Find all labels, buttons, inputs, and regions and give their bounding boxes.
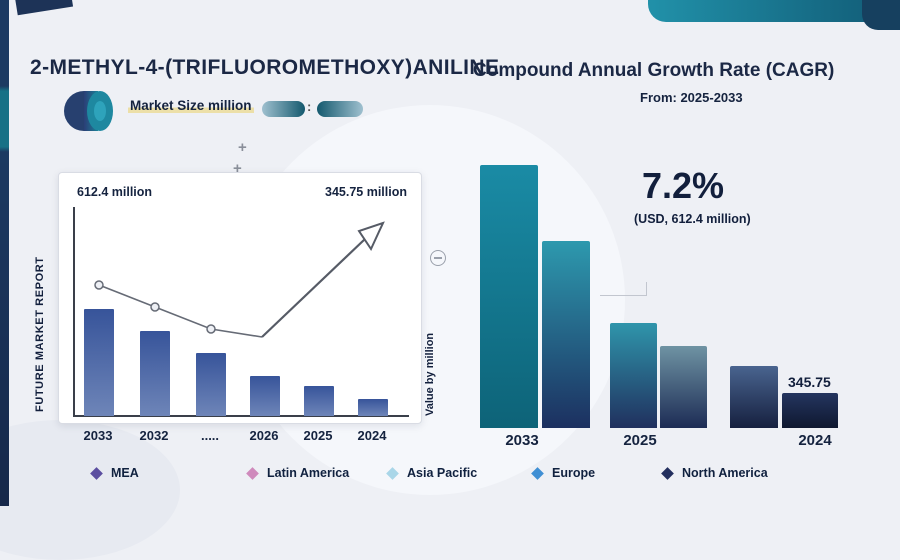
legend-label: MEA bbox=[111, 466, 139, 480]
pill-separator: : bbox=[307, 99, 312, 114]
legend-diamond-icon bbox=[531, 466, 544, 480]
legend-label: Asia Pacific bbox=[407, 466, 478, 480]
cagr-chart-bar-4 bbox=[730, 366, 778, 428]
cagr-value: 7.2% bbox=[642, 165, 725, 206]
legend-item-north-america: North America bbox=[661, 466, 768, 480]
circled-minus-icon bbox=[430, 250, 446, 266]
legend-item-latin-america: Latin America bbox=[246, 466, 350, 480]
cagr-chart-bar-1 bbox=[542, 241, 590, 428]
legend-label: Latin America bbox=[267, 466, 350, 480]
left-chart-year-label-5: 2024 bbox=[357, 428, 387, 443]
date-range: From: 2025-2033 bbox=[640, 90, 743, 105]
top-right-band bbox=[648, 0, 900, 22]
legend-item-europe: Europe bbox=[531, 466, 596, 480]
legend-diamond-icon bbox=[661, 466, 674, 480]
left-chart-year-label-1: 2032 bbox=[139, 428, 169, 443]
left-chart-year-row: 2033 2032..... 2026 2025 2024 bbox=[0, 428, 460, 448]
legend-diamond-icon bbox=[246, 466, 259, 480]
cagr-chart-year-label-0: 2033 bbox=[505, 432, 539, 449]
cagr-chart-year-label-1: 2025 bbox=[623, 432, 657, 449]
end-value-label: 345.75 million bbox=[325, 185, 407, 199]
left-chart-year-label-0: 2033 bbox=[83, 428, 113, 443]
value-by-million-label: Value by million bbox=[424, 332, 436, 416]
left-chart-bar-4 bbox=[304, 386, 334, 416]
page-title-compound: 2-METHYL-4-(TRIFLUOROMETHOXY)ANILINE bbox=[30, 56, 500, 79]
left-chart-bar-3 bbox=[250, 376, 280, 416]
start-value-label: 612.4 million bbox=[77, 185, 153, 199]
left-chart-bar-2 bbox=[196, 353, 226, 416]
left-chart-year-label-2: ..... bbox=[200, 428, 220, 443]
future-market-report-label: FUTURE MARKET REPORT bbox=[34, 256, 46, 412]
cagr-chart-year-row: 2033 2025 2024 bbox=[470, 432, 870, 454]
top-right-corner-shape bbox=[862, 0, 900, 30]
legend-item-mea: MEA bbox=[90, 466, 139, 480]
market-size-legend-label: Market Size million bbox=[128, 98, 254, 113]
left-chart-year-label-3: 2026 bbox=[249, 428, 279, 443]
legend-label: North America bbox=[682, 466, 768, 480]
cagr-chart-bar-5 bbox=[782, 393, 838, 428]
corner-ribbon bbox=[14, 0, 74, 16]
cagr-chart-bars bbox=[470, 160, 870, 428]
left-chart-bar-1 bbox=[140, 331, 170, 416]
cagr-chart-year-label-2: 2024 bbox=[798, 432, 832, 449]
gradient-pill-right bbox=[317, 101, 363, 117]
x-axis-line bbox=[73, 415, 409, 417]
cagr-caption: (USD, 612.4 million) bbox=[634, 212, 751, 226]
y-axis-line bbox=[73, 207, 75, 416]
plus-glyph-2: + bbox=[233, 160, 242, 177]
gradient-pill-left bbox=[262, 101, 305, 117]
market-size-panel: 612.4 million 345.75 million bbox=[58, 172, 422, 424]
step-decoration bbox=[600, 282, 647, 296]
left-chart-bar-5 bbox=[358, 399, 388, 416]
page-title-cagr: Compound Annual Growth Rate (CAGR) bbox=[473, 60, 835, 81]
end-value-annotation: 345.75 bbox=[788, 374, 831, 390]
cagr-chart-bar-2 bbox=[610, 323, 657, 428]
left-chart-bar-0 bbox=[84, 309, 114, 416]
legend-label: Europe bbox=[552, 466, 596, 480]
left-chart-bars bbox=[59, 173, 421, 423]
plus-glyph-1: + bbox=[238, 139, 247, 156]
cagr-chart-bar-3 bbox=[660, 346, 707, 428]
legend-item-asia-pacific: Asia Pacific bbox=[386, 466, 478, 480]
cylinder-icon bbox=[62, 90, 120, 137]
region-legend: MEA Latin America Asia Pacific Europe North … bbox=[0, 466, 900, 486]
left-chart-year-label-4: 2025 bbox=[303, 428, 333, 443]
cagr-chart-bar-0 bbox=[480, 165, 538, 428]
left-edge-stripe bbox=[0, 0, 9, 506]
legend-diamond-icon bbox=[386, 466, 399, 480]
legend-diamond-icon bbox=[90, 466, 103, 480]
